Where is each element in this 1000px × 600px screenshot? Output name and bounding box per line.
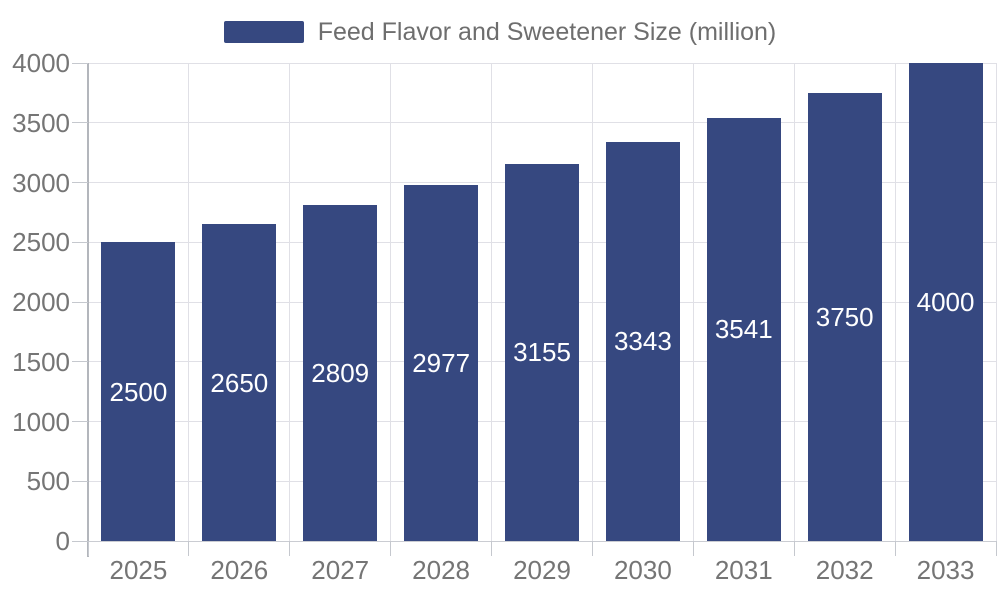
bar-value-label: 4000 (916, 287, 975, 317)
bar-value-label: 2977 (412, 348, 471, 379)
v-gridline (894, 63, 896, 541)
y-tick-label: 500 (26, 466, 70, 497)
y-tick-label: 1500 (12, 346, 70, 377)
bar-value-label: 3155 (513, 337, 571, 368)
y-tick (72, 480, 88, 482)
v-gridline (793, 63, 795, 541)
v-gridline (591, 63, 593, 541)
x-tick-label: 2028 (412, 555, 471, 585)
bar (807, 92, 882, 541)
v-gridline (491, 63, 493, 541)
y-tick (72, 421, 88, 422)
y-axis-line (87, 63, 89, 557)
bar (706, 117, 781, 541)
y-tick-label: 3000 (12, 167, 70, 198)
x-tick (87, 541, 89, 556)
x-tick (289, 541, 291, 556)
v-gridline (995, 63, 997, 541)
v-gridline (289, 63, 291, 541)
x-tick (995, 541, 997, 556)
v-gridline (188, 63, 190, 541)
bar (101, 242, 176, 541)
x-tick (591, 541, 593, 556)
y-tick-label: 3500 (12, 107, 70, 138)
y-tick-label: 2500 (12, 227, 70, 258)
bar (908, 63, 983, 541)
bar-value-label: 2809 (311, 358, 370, 389)
y-tick (72, 361, 88, 363)
x-tick-label: 2025 (109, 555, 168, 585)
y-tick (72, 301, 88, 303)
x-tick-label: 2026 (210, 555, 269, 585)
y-tick (72, 62, 88, 64)
y-tick-label: 2000 (12, 287, 70, 317)
x-tick-label: 2027 (311, 555, 370, 585)
y-tick (72, 540, 88, 542)
v-gridline (390, 63, 392, 541)
x-tick (894, 541, 896, 556)
bar (303, 205, 378, 541)
legend-label: Feed Flavor and Sweetener Size (million) (317, 18, 777, 46)
y-tick (72, 122, 88, 124)
x-tick (188, 541, 190, 556)
bar (202, 224, 277, 541)
bar (404, 185, 479, 541)
bar-value-label: 3541 (714, 314, 773, 345)
y-tick (72, 182, 88, 183)
bar-value-label: 3750 (815, 301, 874, 332)
legend-swatch (223, 21, 304, 43)
bar (505, 163, 579, 541)
x-tick (390, 541, 392, 556)
y-tick-label: 1000 (12, 406, 70, 437)
bar-value-label: 2500 (109, 376, 168, 407)
x-tick (692, 541, 694, 556)
x-tick-label: 2031 (714, 555, 773, 585)
bar (605, 141, 680, 541)
bar-value-label: 3343 (613, 326, 672, 357)
y-tick-label: 4000 (12, 48, 70, 78)
h-gridline (88, 122, 996, 124)
v-gridline (692, 63, 694, 541)
bar-value-label: 2650 (210, 367, 269, 398)
x-axis-line (88, 540, 996, 542)
x-tick-label: 2030 (613, 555, 672, 585)
legend-item[interactable]: Feed Flavor and Sweetener Size (million) (0, 18, 1000, 46)
x-tick (793, 541, 795, 556)
x-tick-label: 2029 (513, 555, 571, 585)
x-tick-label: 2033 (916, 555, 975, 585)
h-gridline (88, 62, 996, 64)
y-tick-label: 0 (55, 526, 70, 556)
x-tick (491, 541, 493, 556)
y-tick (72, 241, 88, 243)
x-tick-label: 2032 (815, 555, 874, 585)
